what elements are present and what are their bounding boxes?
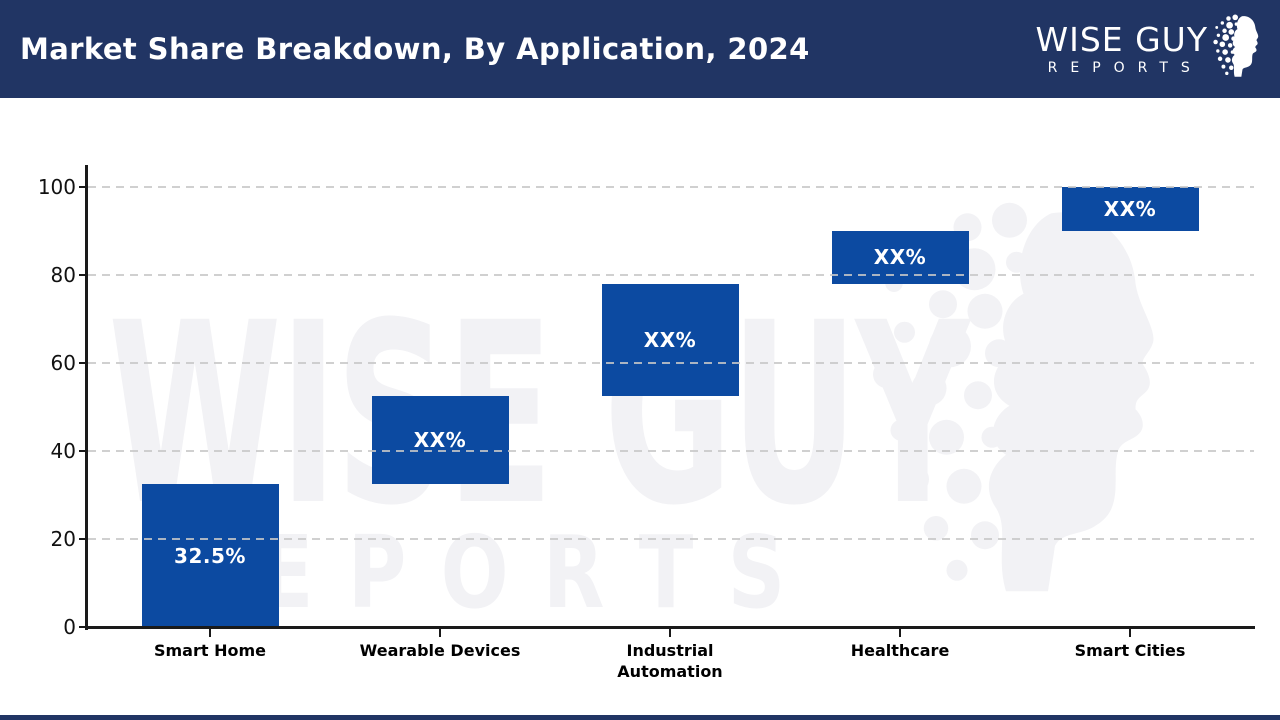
x-tick-mark-smart-cities <box>1129 629 1131 637</box>
y-tick-mark-0 <box>79 626 87 628</box>
x-tick-mark-healthcare <box>899 629 901 637</box>
bar-industrial-automation: XX% <box>601 283 739 396</box>
bar-value-label-industrial-automation: XX% <box>643 327 697 352</box>
gridline-40 <box>88 450 1254 452</box>
y-tick-label-0: 0 <box>63 615 76 639</box>
chart-title: Market Share Breakdown, By Application, … <box>20 32 810 66</box>
gridline-60 <box>88 362 1254 364</box>
y-tick-mark-20 <box>79 538 87 540</box>
x-tick-mark-wearable-devices <box>439 629 441 637</box>
y-tick-label-100: 100 <box>37 175 76 199</box>
bar-smart-home: 32.5% <box>141 484 279 627</box>
y-tick-mark-100 <box>79 186 87 188</box>
bar-value-label-healthcare: XX% <box>873 245 927 270</box>
y-tick-label-20: 20 <box>50 527 76 551</box>
gridline-100 <box>88 186 1254 188</box>
bar-value-label-wearable-devices: XX% <box>413 428 467 452</box>
header-bar: Market Share Breakdown, By Application, … <box>0 0 1280 98</box>
y-tick-label-40: 40 <box>50 439 76 463</box>
x-category-label-industrial-automation: Industrial Automation <box>617 641 723 681</box>
logo-face-icon <box>1213 14 1259 77</box>
gridline-80 <box>88 274 1254 276</box>
y-tick-label-80: 80 <box>50 263 76 287</box>
y-axis-line <box>85 165 88 630</box>
logo-subtitle: REPORTS <box>1047 59 1203 76</box>
x-tick-mark-industrial-automation <box>669 629 671 637</box>
bar-wearable-devices: XX% <box>371 396 509 484</box>
y-tick-label-60: 60 <box>50 351 76 375</box>
footer-bar <box>0 715 1280 720</box>
x-category-label-smart-home: Smart Home <box>153 641 266 660</box>
bar-smart-cities: XX% <box>1061 187 1199 231</box>
y-tick-mark-80 <box>79 274 87 276</box>
x-category-label-smart-cities: Smart Cities <box>1074 641 1186 660</box>
wiseguy-logo: WISE GUY REPORTS <box>1035 9 1266 89</box>
logo-text: WISE GUY REPORTS <box>1035 23 1208 76</box>
x-axis-line <box>85 626 1255 629</box>
y-tick-mark-40 <box>79 450 87 452</box>
y-tick-mark-60 <box>79 362 87 364</box>
x-category-label-healthcare: Healthcare <box>850 641 950 660</box>
gridline-20 <box>88 538 1254 540</box>
bar-value-label-smart-home: 32.5% <box>174 543 246 568</box>
x-category-label-wearable-devices: Wearable Devices <box>359 641 521 660</box>
bar-value-label-smart-cities: XX% <box>1103 197 1157 221</box>
logo-wordmark: WISE GUY <box>1035 19 1208 59</box>
x-tick-mark-smart-home <box>209 629 211 637</box>
